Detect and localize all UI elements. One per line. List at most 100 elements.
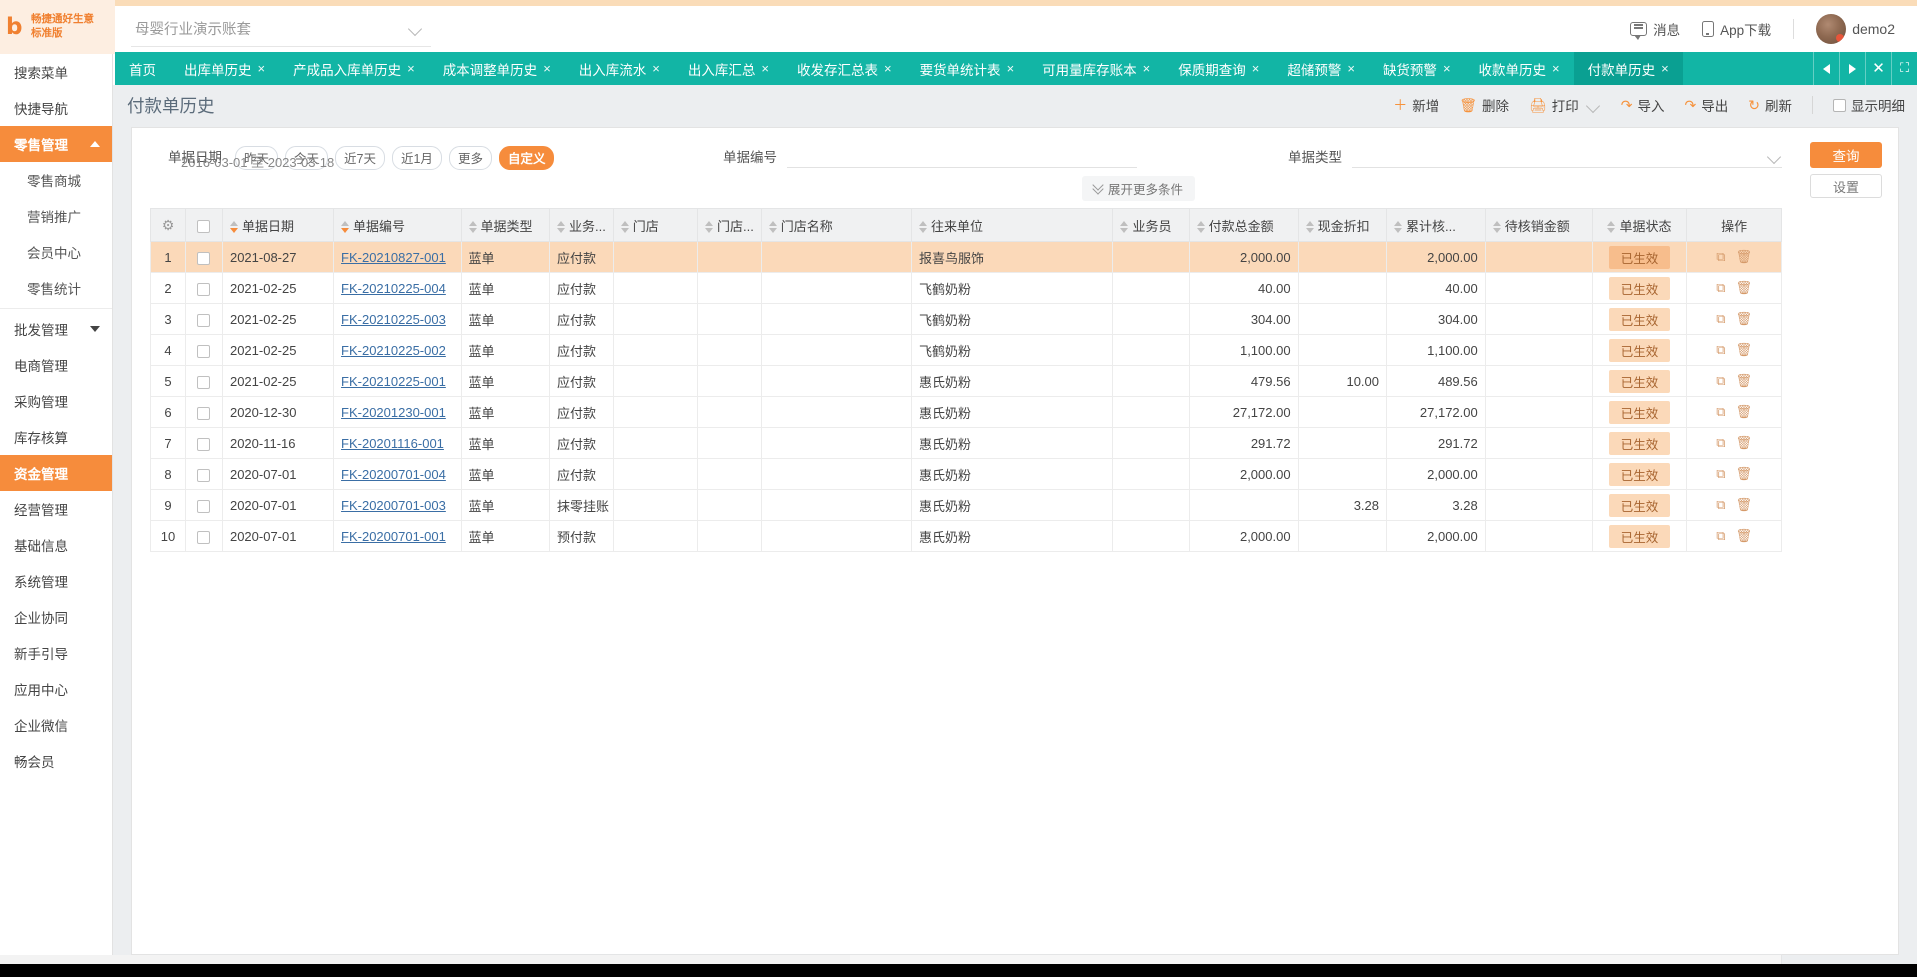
sort-toggle-icon[interactable]	[1394, 221, 1403, 234]
document-number-link[interactable]: FK-20201230-001	[341, 404, 446, 420]
table-row[interactable]: 8 2020-07-01 FK-20200701-004 蓝单 应付款 惠氏奶粉 2,000…	[150, 458, 1782, 490]
doc-no-input[interactable]	[787, 146, 1137, 168]
tab-close-icon[interactable]: ×	[1442, 61, 1451, 76]
tab-5[interactable]: 出入库汇总 ×	[674, 52, 783, 85]
account-selector[interactable]: 母婴行业演示账套	[131, 12, 431, 47]
copy-row-icon[interactable]: ⧉	[1716, 466, 1726, 481]
row-checkbox[interactable]	[197, 499, 211, 513]
tab-close-icon[interactable]: ×	[883, 61, 892, 76]
date-chip-1[interactable]: 今天	[285, 146, 329, 170]
tab-3[interactable]: 成本调整单历史 ×	[429, 52, 565, 85]
copy-row-icon[interactable]: ⧉	[1716, 249, 1726, 264]
delete-row-icon[interactable]: 🗑	[1735, 373, 1753, 388]
column-header-verified[interactable]: 累计核...	[1386, 208, 1486, 242]
sort-toggle-icon[interactable]	[768, 221, 777, 234]
delete-row-icon[interactable]: 🗑	[1735, 404, 1753, 419]
date-chip-5[interactable]: 自定义	[498, 146, 555, 170]
table-row[interactable]: 5 2021-02-25 FK-20210225-001 蓝单 应付款 惠氏奶粉 479.5…	[150, 365, 1782, 397]
column-header-storecode[interactable]: 门店...	[697, 208, 762, 242]
table-row[interactable]: 9 2020-07-01 FK-20200701-003 蓝单 抹零挂账 惠氏奶粉 3.28…	[150, 489, 1782, 521]
copy-row-icon[interactable]: ⧉	[1716, 342, 1726, 357]
tab-11[interactable]: 缺货预警 ×	[1369, 52, 1465, 85]
query-button[interactable]: 查询	[1810, 142, 1882, 168]
tab-10[interactable]: 超储预警 ×	[1273, 52, 1369, 85]
copy-row-icon[interactable]: ⧉	[1716, 280, 1726, 295]
app-download-button[interactable]: App下载	[1702, 19, 1771, 39]
copy-row-icon[interactable]: ⧉	[1716, 497, 1726, 512]
sidebar-item-18[interactable]: 企业微信	[0, 707, 112, 743]
show-detail-toggle[interactable]: 显示明细	[1833, 95, 1905, 115]
tab-4[interactable]: 出入库流水 ×	[565, 52, 674, 85]
delete-row-icon[interactable]: 🗑	[1735, 466, 1753, 481]
tab-close-icon[interactable]: ×	[1006, 61, 1015, 76]
tab-0[interactable]: 首页	[115, 52, 170, 85]
sidebar-item-7[interactable]: 批发管理	[0, 311, 112, 347]
sidebar-item-17[interactable]: 应用中心	[0, 671, 112, 707]
tab-6[interactable]: 收发存汇总表 ×	[783, 52, 906, 85]
sidebar-item-9[interactable]: 采购管理	[0, 383, 112, 419]
row-checkbox[interactable]	[197, 406, 211, 420]
column-header-docno[interactable]: 单据编号	[333, 208, 462, 242]
row-checkbox[interactable]	[197, 437, 211, 451]
fullscreen-button[interactable]: ⛶	[1891, 52, 1917, 85]
doc-type-select[interactable]	[1352, 146, 1782, 168]
sort-toggle-icon[interactable]	[556, 221, 565, 234]
copy-row-icon[interactable]: ⧉	[1716, 311, 1726, 326]
sort-toggle-icon[interactable]	[1607, 221, 1616, 234]
tab-13[interactable]: 付款单历史 ×	[1573, 52, 1683, 85]
row-checkbox[interactable]	[197, 313, 211, 327]
document-number-link[interactable]: FK-20201116-001	[341, 435, 444, 451]
sidebar-item-0[interactable]: 搜索菜单	[0, 54, 112, 90]
row-checkbox[interactable]	[197, 251, 211, 265]
sort-toggle-icon[interactable]	[1492, 221, 1501, 234]
delete-row-icon[interactable]: 🗑	[1735, 528, 1753, 543]
document-number-link[interactable]: FK-20210225-001	[341, 373, 446, 389]
sort-toggle-icon[interactable]	[1120, 221, 1129, 234]
tab-close-icon[interactable]: ×	[1552, 61, 1560, 76]
column-header-doctype[interactable]: 单据类型	[460, 208, 550, 242]
add-button[interactable]: ＋ 新增	[1393, 95, 1439, 115]
brand-logo[interactable]: b 畅捷通好生意 标准版	[0, 0, 115, 54]
date-chip-0[interactable]: 昨天	[235, 146, 279, 170]
sidebar-item-8[interactable]: 电商管理	[0, 347, 112, 383]
column-header-store[interactable]: 门店	[612, 208, 699, 242]
tab-7[interactable]: 要货单统计表 ×	[906, 52, 1029, 85]
column-header-storename[interactable]: 门店名称	[760, 208, 912, 242]
document-number-link[interactable]: FK-20200701-003	[341, 497, 446, 513]
sidebar-item-16[interactable]: 新手引导	[0, 635, 112, 671]
copy-row-icon[interactable]: ⧉	[1716, 404, 1726, 419]
sidebar-item-19[interactable]: 畅会员	[0, 743, 112, 779]
delete-row-icon[interactable]: 🗑	[1735, 342, 1753, 357]
date-chip-2[interactable]: 近7天	[335, 146, 385, 170]
sort-toggle-icon[interactable]	[918, 221, 927, 234]
tab-close-icon[interactable]: ×	[1347, 61, 1355, 76]
refresh-button[interactable]: ↻ 刷新	[1748, 95, 1792, 115]
sidebar-item-15[interactable]: 企业协同	[0, 599, 112, 635]
column-header-partner[interactable]: 往来单位	[910, 208, 1114, 242]
delete-row-icon[interactable]: 🗑	[1735, 249, 1753, 264]
copy-row-icon[interactable]: ⧉	[1716, 528, 1726, 543]
tab-close-icon[interactable]: ×	[257, 61, 266, 76]
row-checkbox[interactable]	[197, 530, 211, 544]
sidebar-item-4[interactable]: 营销推广	[0, 198, 112, 234]
delete-row-icon[interactable]: 🗑	[1735, 497, 1753, 512]
row-checkbox[interactable]	[197, 344, 211, 358]
scroll-tabs-right-button[interactable]	[1839, 52, 1865, 85]
document-number-link[interactable]: FK-20210827-001	[341, 249, 446, 265]
column-header-amount[interactable]: 付款总金额	[1188, 208, 1299, 242]
sort-toggle-icon[interactable]	[705, 221, 714, 234]
scroll-tabs-left-button[interactable]	[1813, 52, 1839, 85]
copy-row-icon[interactable]: ⧉	[1716, 373, 1726, 388]
tab-close-icon[interactable]: ×	[1661, 61, 1669, 76]
document-number-link[interactable]: FK-20200701-004	[341, 466, 446, 482]
sidebar-item-3[interactable]: 零售商城	[0, 162, 112, 198]
table-row[interactable]: 4 2021-02-25 FK-20210225-002 蓝单 应付款 飞鹤奶粉 1,100…	[150, 334, 1782, 366]
print-button[interactable]: 🖨 打印	[1529, 95, 1601, 115]
sidebar-item-1[interactable]: 快捷导航	[0, 90, 112, 126]
sort-toggle-icon[interactable]	[1196, 221, 1205, 234]
tab-1[interactable]: 出库单历史 ×	[170, 52, 279, 85]
document-number-link[interactable]: FK-20210225-003	[341, 311, 446, 327]
sidebar-item-5[interactable]: 会员中心	[0, 234, 112, 270]
column-header-bizkind[interactable]: 业务...	[548, 208, 614, 242]
import-button[interactable]: ↷ 导入	[1621, 95, 1665, 115]
